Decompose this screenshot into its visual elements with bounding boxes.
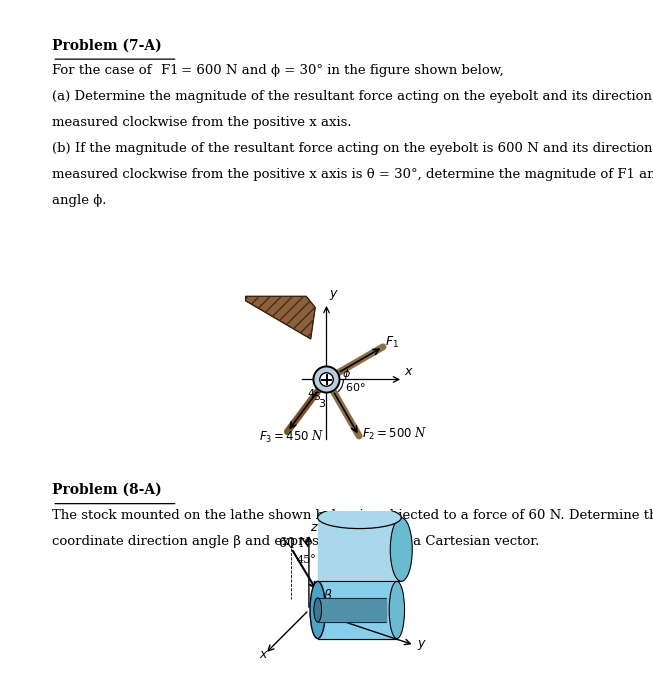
Text: $\beta$: $\beta$ <box>323 587 333 604</box>
Text: $3$: $3$ <box>317 397 326 409</box>
Circle shape <box>313 367 340 393</box>
Text: $x$: $x$ <box>259 648 269 662</box>
Text: coordinate direction angle β and express the force as a Cartesian vector.: coordinate direction angle β and express… <box>52 535 539 548</box>
Text: $4$: $4$ <box>307 387 315 399</box>
Polygon shape <box>318 517 401 582</box>
Text: $\phi$: $\phi$ <box>342 368 351 382</box>
Circle shape <box>320 372 333 386</box>
Ellipse shape <box>389 582 405 638</box>
Text: For the case of   F1 = 600 N and ϕ = 30° in the figure shown below,: For the case of F1 = 600 N and ϕ = 30° i… <box>52 64 504 78</box>
Text: 60 N: 60 N <box>279 538 310 550</box>
Text: $F_2 = 500$ N: $F_2 = 500$ N <box>362 426 427 442</box>
Text: $z$: $z$ <box>310 521 319 534</box>
Text: $y$: $y$ <box>328 288 339 302</box>
Text: measured clockwise from the positive x axis.: measured clockwise from the positive x a… <box>52 116 352 130</box>
Text: Problem (7-A): Problem (7-A) <box>52 38 162 52</box>
Text: $y$: $y$ <box>417 638 426 652</box>
Text: $5$: $5$ <box>313 391 321 402</box>
Ellipse shape <box>314 598 321 622</box>
Text: 60°: 60° <box>308 610 328 620</box>
Polygon shape <box>318 598 386 622</box>
Text: $60°$: $60°$ <box>345 382 366 393</box>
Text: Problem (8-A): Problem (8-A) <box>52 483 162 497</box>
Polygon shape <box>246 296 315 339</box>
Text: (b) If the magnitude of the resultant force acting on the eyebolt is 600 N and i: (b) If the magnitude of the resultant fo… <box>52 142 653 155</box>
Ellipse shape <box>318 507 401 528</box>
Text: angle ϕ.: angle ϕ. <box>52 194 106 207</box>
Text: 45°: 45° <box>297 554 317 565</box>
Text: $F_1$: $F_1$ <box>385 335 399 350</box>
Ellipse shape <box>310 582 325 638</box>
Text: (a) Determine the magnitude of the resultant force acting on the eyebolt and its: (a) Determine the magnitude of the resul… <box>52 90 653 104</box>
Polygon shape <box>318 582 397 638</box>
Text: The stock mounted on the lathe shown below is subjected to a force of 60 N. Dete: The stock mounted on the lathe shown bel… <box>52 509 653 522</box>
Text: $F_3 = 450$ N: $F_3 = 450$ N <box>259 428 325 444</box>
Text: $x$: $x$ <box>404 365 414 378</box>
Text: measured clockwise from the positive x axis is θ = 30°, determine the magnitude : measured clockwise from the positive x a… <box>52 168 653 181</box>
Ellipse shape <box>390 517 412 582</box>
